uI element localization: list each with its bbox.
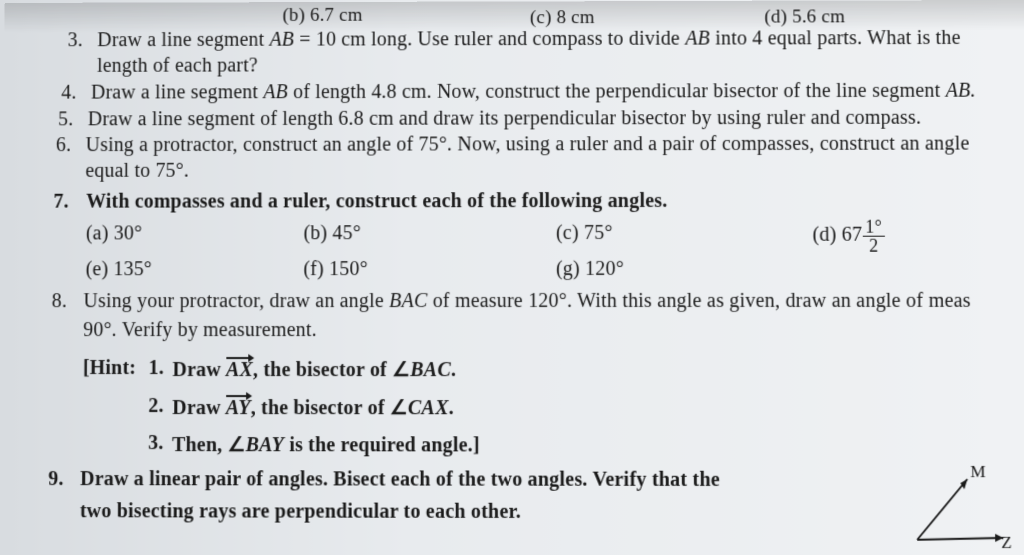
q4-ab2: AB. xyxy=(946,80,976,102)
q8-h2-e: . xyxy=(449,397,454,419)
option-b: (b) 6.7 cm xyxy=(282,5,362,27)
q8-h3: Then, ∠BAY is the required angle.] xyxy=(172,432,480,457)
q3-ab2: AB xyxy=(685,28,710,50)
q8-h1-c: , the bisector of ∠ xyxy=(253,359,410,381)
q5-num: 5. xyxy=(58,108,73,131)
q8-h1: Draw AX, the bisector of ∠BAC. xyxy=(172,357,456,382)
q8-h3-a: Then, ∠ xyxy=(172,434,246,456)
q3-line2: length of each part? xyxy=(97,55,258,78)
q9-line2: two bisecting rays are perpendicular to … xyxy=(80,500,521,524)
q8-h3-num: 3. xyxy=(148,432,163,455)
q8-h3-c: is the required angle.] xyxy=(284,434,480,456)
q6-line2: equal to 75°. xyxy=(85,160,189,183)
q8-t1: Using your protractor, draw an angle xyxy=(83,290,389,312)
q7-c: (c) 75° xyxy=(556,222,613,245)
q8-num: 8. xyxy=(52,290,67,313)
q8-h2-a: Draw xyxy=(172,397,226,419)
q7-f: (f) 150° xyxy=(303,258,367,281)
q9-line1: Draw a linear pair of angles. Bisect eac… xyxy=(80,468,720,492)
q8-h2-ay: AY xyxy=(226,397,251,420)
q4-t2: of length 4.8 cm. Now, construct the per… xyxy=(288,80,946,103)
q7-a: (a) 30° xyxy=(86,222,142,245)
q8-h2-c: , the bisector of ∠ xyxy=(251,397,408,419)
q7-d-den: 2 xyxy=(862,237,885,255)
angle-diagram: M Z xyxy=(902,459,1024,555)
q8-t2: of measure 120°. With this angle as give… xyxy=(427,290,970,312)
q7-d-num: 1° xyxy=(862,218,885,237)
q9-num: 9. xyxy=(48,468,64,491)
q7-d-frac: 1°2 xyxy=(862,218,885,255)
q8-line2: 90°. Verify by measurement. xyxy=(83,319,317,342)
q8-h2-num: 2. xyxy=(148,395,163,418)
q8-h1-e: . xyxy=(451,359,456,381)
q8-h2-cax: CAX xyxy=(408,397,449,419)
q8-h1-num: 1. xyxy=(149,357,164,380)
q4-ab1: AB xyxy=(263,81,288,103)
option-c: (c) 8 cm xyxy=(530,7,595,29)
q7-line1: With compasses and a ruler, construct ea… xyxy=(86,190,667,214)
q7-d-pre: (d) 67 xyxy=(812,224,862,246)
q8-bac: BAC xyxy=(389,290,427,312)
diagram-label-z: Z xyxy=(1001,533,1012,552)
q3-t1: Draw a line segment xyxy=(97,29,269,51)
q8-h1-bac: BAC xyxy=(410,359,451,381)
q7-e: (e) 135° xyxy=(86,258,152,281)
q8-h1-a: Draw xyxy=(172,359,226,381)
q7-b: (b) 45° xyxy=(304,222,362,245)
q4-num: 4. xyxy=(61,82,76,105)
q8-h1-ax: AX xyxy=(226,359,253,382)
q3-ab1: AB xyxy=(269,29,294,51)
q3-t2: = 10 cm long. Use ruler and compass to d… xyxy=(294,28,685,51)
q3-t3: into 4 equal parts. What is the xyxy=(710,27,961,50)
q8-hint-label: [Hint: xyxy=(83,357,136,380)
q4-t1: Draw a line segment xyxy=(91,81,263,103)
q3-line1: Draw a line segment AB = 10 cm long. Use… xyxy=(97,27,961,52)
q8-line1: Using your protractor, draw an angle BAC… xyxy=(83,290,970,313)
q8-h2: Draw AY, the bisector of ∠CAX. xyxy=(172,395,454,420)
option-d: (d) 5.6 cm xyxy=(764,6,845,28)
q5-line1: Draw a line segment of length 6.8 cm and… xyxy=(88,107,922,131)
q8-h3-bay: BAY xyxy=(246,434,284,456)
q7-d: (d) 671°2 xyxy=(812,218,885,255)
q6-num: 6. xyxy=(56,134,71,157)
page-scan: (b) 6.7 cm (c) 8 cm (d) 5.6 cm 3. Draw a… xyxy=(0,0,1024,550)
q6-line1: Using a protractor, construct an angle o… xyxy=(86,133,970,157)
q7-g: (g) 120° xyxy=(556,258,624,281)
q7-num: 7. xyxy=(53,191,68,214)
diagram-label-m: M xyxy=(970,462,985,481)
q4-line1: Draw a line segment AB of length 4.8 cm.… xyxy=(91,80,976,105)
q3-num: 3. xyxy=(68,29,83,52)
